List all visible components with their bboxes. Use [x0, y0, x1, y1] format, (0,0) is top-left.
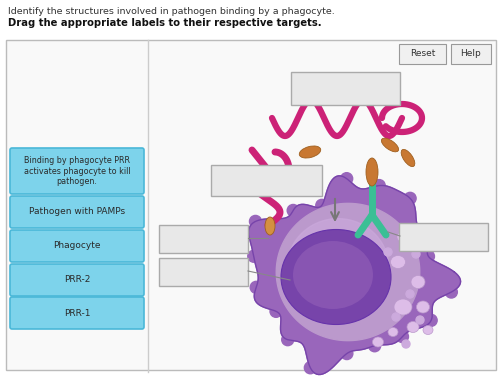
FancyBboxPatch shape: [159, 258, 248, 285]
Circle shape: [340, 347, 352, 359]
Polygon shape: [287, 218, 388, 315]
Circle shape: [401, 340, 409, 348]
Circle shape: [368, 340, 380, 352]
Text: Pathogen with PAMPs: Pathogen with PAMPs: [29, 208, 125, 217]
Ellipse shape: [372, 337, 383, 347]
Circle shape: [391, 313, 399, 321]
Text: PRR-2: PRR-2: [64, 276, 90, 285]
Circle shape: [287, 205, 299, 217]
Text: Reset: Reset: [409, 50, 434, 59]
Ellipse shape: [390, 256, 405, 268]
FancyBboxPatch shape: [291, 71, 400, 105]
FancyBboxPatch shape: [10, 297, 144, 329]
FancyBboxPatch shape: [10, 196, 144, 228]
Ellipse shape: [387, 327, 397, 337]
Ellipse shape: [281, 229, 390, 324]
FancyBboxPatch shape: [10, 264, 144, 296]
Circle shape: [422, 250, 433, 262]
Circle shape: [372, 180, 384, 192]
FancyBboxPatch shape: [211, 165, 322, 196]
Circle shape: [415, 316, 423, 324]
Circle shape: [396, 331, 408, 343]
Ellipse shape: [365, 158, 377, 186]
Polygon shape: [248, 176, 459, 374]
FancyBboxPatch shape: [159, 224, 248, 253]
FancyBboxPatch shape: [450, 44, 490, 64]
Circle shape: [247, 250, 260, 262]
Ellipse shape: [299, 146, 320, 158]
FancyBboxPatch shape: [10, 230, 144, 262]
Text: Binding by phagocyte PRR
activates phagocyte to kill
pathogen.: Binding by phagocyte PRR activates phago…: [24, 156, 130, 186]
Circle shape: [315, 199, 327, 211]
Ellipse shape: [396, 232, 408, 243]
Circle shape: [414, 224, 426, 236]
Text: Identify the structures involved in pathogen binding by a phagocyte.: Identify the structures involved in path…: [8, 7, 334, 16]
Polygon shape: [276, 203, 419, 341]
Circle shape: [340, 173, 352, 185]
Ellipse shape: [422, 326, 432, 335]
Ellipse shape: [293, 241, 372, 309]
Ellipse shape: [393, 299, 411, 315]
Circle shape: [304, 362, 316, 374]
Ellipse shape: [400, 149, 414, 167]
Circle shape: [411, 250, 419, 258]
FancyBboxPatch shape: [398, 44, 445, 64]
Ellipse shape: [406, 321, 418, 332]
Circle shape: [403, 193, 415, 204]
Text: Phagocyte: Phagocyte: [53, 241, 101, 250]
Text: Help: Help: [460, 50, 480, 59]
Circle shape: [405, 290, 413, 298]
Circle shape: [281, 334, 293, 346]
Text: Drag the appropriate labels to their respective targets.: Drag the appropriate labels to their res…: [8, 18, 321, 28]
Circle shape: [424, 314, 436, 326]
Circle shape: [270, 305, 282, 317]
Text: PRR-1: PRR-1: [64, 308, 90, 317]
Circle shape: [249, 215, 261, 227]
Ellipse shape: [381, 138, 398, 152]
FancyBboxPatch shape: [6, 40, 495, 370]
Circle shape: [444, 286, 456, 298]
Ellipse shape: [265, 217, 275, 235]
Circle shape: [383, 248, 391, 256]
Circle shape: [249, 281, 262, 293]
FancyBboxPatch shape: [399, 223, 487, 250]
FancyBboxPatch shape: [10, 148, 144, 194]
Ellipse shape: [416, 301, 429, 313]
Ellipse shape: [410, 276, 424, 288]
